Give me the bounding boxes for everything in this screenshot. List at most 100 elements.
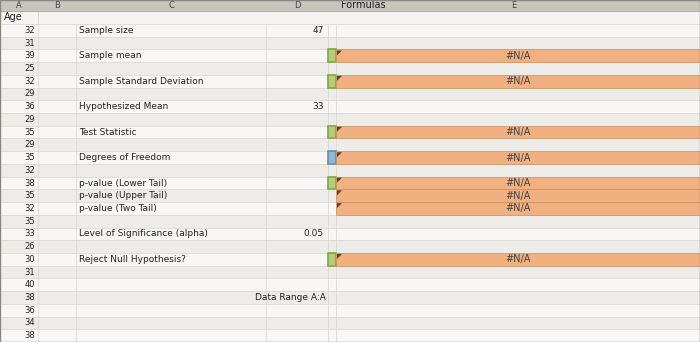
Bar [336, 304, 700, 317]
Text: Sample Standard Deviation: Sample Standard Deviation [79, 77, 204, 86]
Bar [336, 215, 700, 227]
Bar [266, 37, 328, 50]
Bar [38, 215, 76, 227]
Bar [0, 11, 38, 24]
Bar [336, 291, 700, 304]
Bar [38, 88, 76, 100]
Text: 31: 31 [25, 267, 35, 277]
Bar [38, 253, 76, 266]
Bar [266, 329, 328, 342]
Bar [328, 176, 336, 189]
Bar [0, 88, 38, 100]
Bar [266, 215, 328, 227]
Bar [0, 266, 38, 278]
Bar [328, 317, 336, 329]
Bar [266, 100, 328, 113]
Bar [328, 75, 336, 88]
Bar [76, 62, 266, 75]
Polygon shape [337, 127, 342, 132]
Bar [76, 240, 266, 253]
Bar [266, 240, 328, 253]
Bar [328, 189, 336, 202]
Bar [38, 176, 76, 189]
Text: Level of Significance (alpha): Level of Significance (alpha) [79, 229, 208, 238]
Bar [38, 189, 76, 202]
Bar [336, 50, 700, 62]
Text: Hypothesized Mean: Hypothesized Mean [79, 102, 168, 111]
Bar [336, 139, 700, 151]
Bar [38, 278, 76, 291]
Polygon shape [337, 76, 342, 81]
Text: #N/A: #N/A [505, 191, 531, 201]
Bar [328, 62, 336, 75]
Bar [0, 37, 38, 50]
Text: 35: 35 [25, 191, 35, 200]
Bar [328, 278, 336, 291]
Text: 38: 38 [25, 179, 35, 187]
Bar [0, 100, 38, 113]
Bar [266, 88, 328, 100]
Bar [76, 139, 266, 151]
Bar [76, 317, 266, 329]
Bar [328, 126, 336, 139]
Bar [76, 151, 266, 164]
Bar [266, 189, 328, 202]
Bar [76, 291, 266, 304]
Bar [0, 62, 38, 75]
Bar [266, 278, 328, 291]
Bar [266, 100, 328, 113]
Text: 35: 35 [25, 217, 35, 226]
Bar [38, 24, 76, 37]
Bar [266, 113, 328, 126]
Bar [0, 304, 38, 317]
Polygon shape [337, 254, 342, 259]
Bar [76, 189, 266, 202]
Bar [76, 266, 266, 278]
Text: p-value (Two Tail): p-value (Two Tail) [79, 204, 157, 213]
Text: #N/A: #N/A [505, 203, 531, 213]
Bar [336, 37, 700, 50]
Text: #N/A: #N/A [505, 178, 531, 188]
Bar [38, 139, 76, 151]
Bar [76, 227, 266, 240]
Bar [266, 24, 328, 37]
Bar [266, 24, 328, 37]
Bar [266, 291, 328, 304]
Text: Reject Null Hypothesis?: Reject Null Hypothesis? [79, 255, 186, 264]
Text: E: E [512, 1, 517, 10]
Bar [328, 291, 336, 304]
Bar [76, 253, 266, 266]
Bar [266, 176, 328, 189]
Bar [328, 164, 336, 176]
Bar [266, 227, 328, 240]
Bar [76, 176, 266, 189]
Text: 29: 29 [25, 140, 35, 149]
Bar [76, 37, 266, 50]
Bar [0, 24, 38, 37]
Bar [0, 189, 38, 202]
Bar [328, 202, 336, 215]
Bar [328, 278, 336, 291]
Bar [76, 100, 266, 113]
Bar [336, 126, 700, 139]
Bar [38, 37, 76, 50]
Text: #N/A: #N/A [505, 51, 531, 61]
Bar [266, 151, 328, 164]
Bar [0, 227, 38, 240]
Bar [328, 24, 336, 37]
Bar [328, 227, 336, 240]
Bar [0, 253, 38, 266]
Bar [328, 151, 336, 164]
Text: #N/A: #N/A [505, 254, 531, 264]
Text: p-value (Lower Tail): p-value (Lower Tail) [79, 179, 167, 187]
Bar [0, 0, 700, 11]
Bar [0, 151, 38, 164]
Bar [266, 329, 328, 342]
Bar [266, 202, 328, 215]
Bar [328, 24, 336, 37]
Bar [266, 176, 328, 189]
Bar [76, 202, 266, 215]
Bar [38, 227, 76, 240]
Polygon shape [337, 203, 342, 208]
Bar [266, 126, 328, 139]
